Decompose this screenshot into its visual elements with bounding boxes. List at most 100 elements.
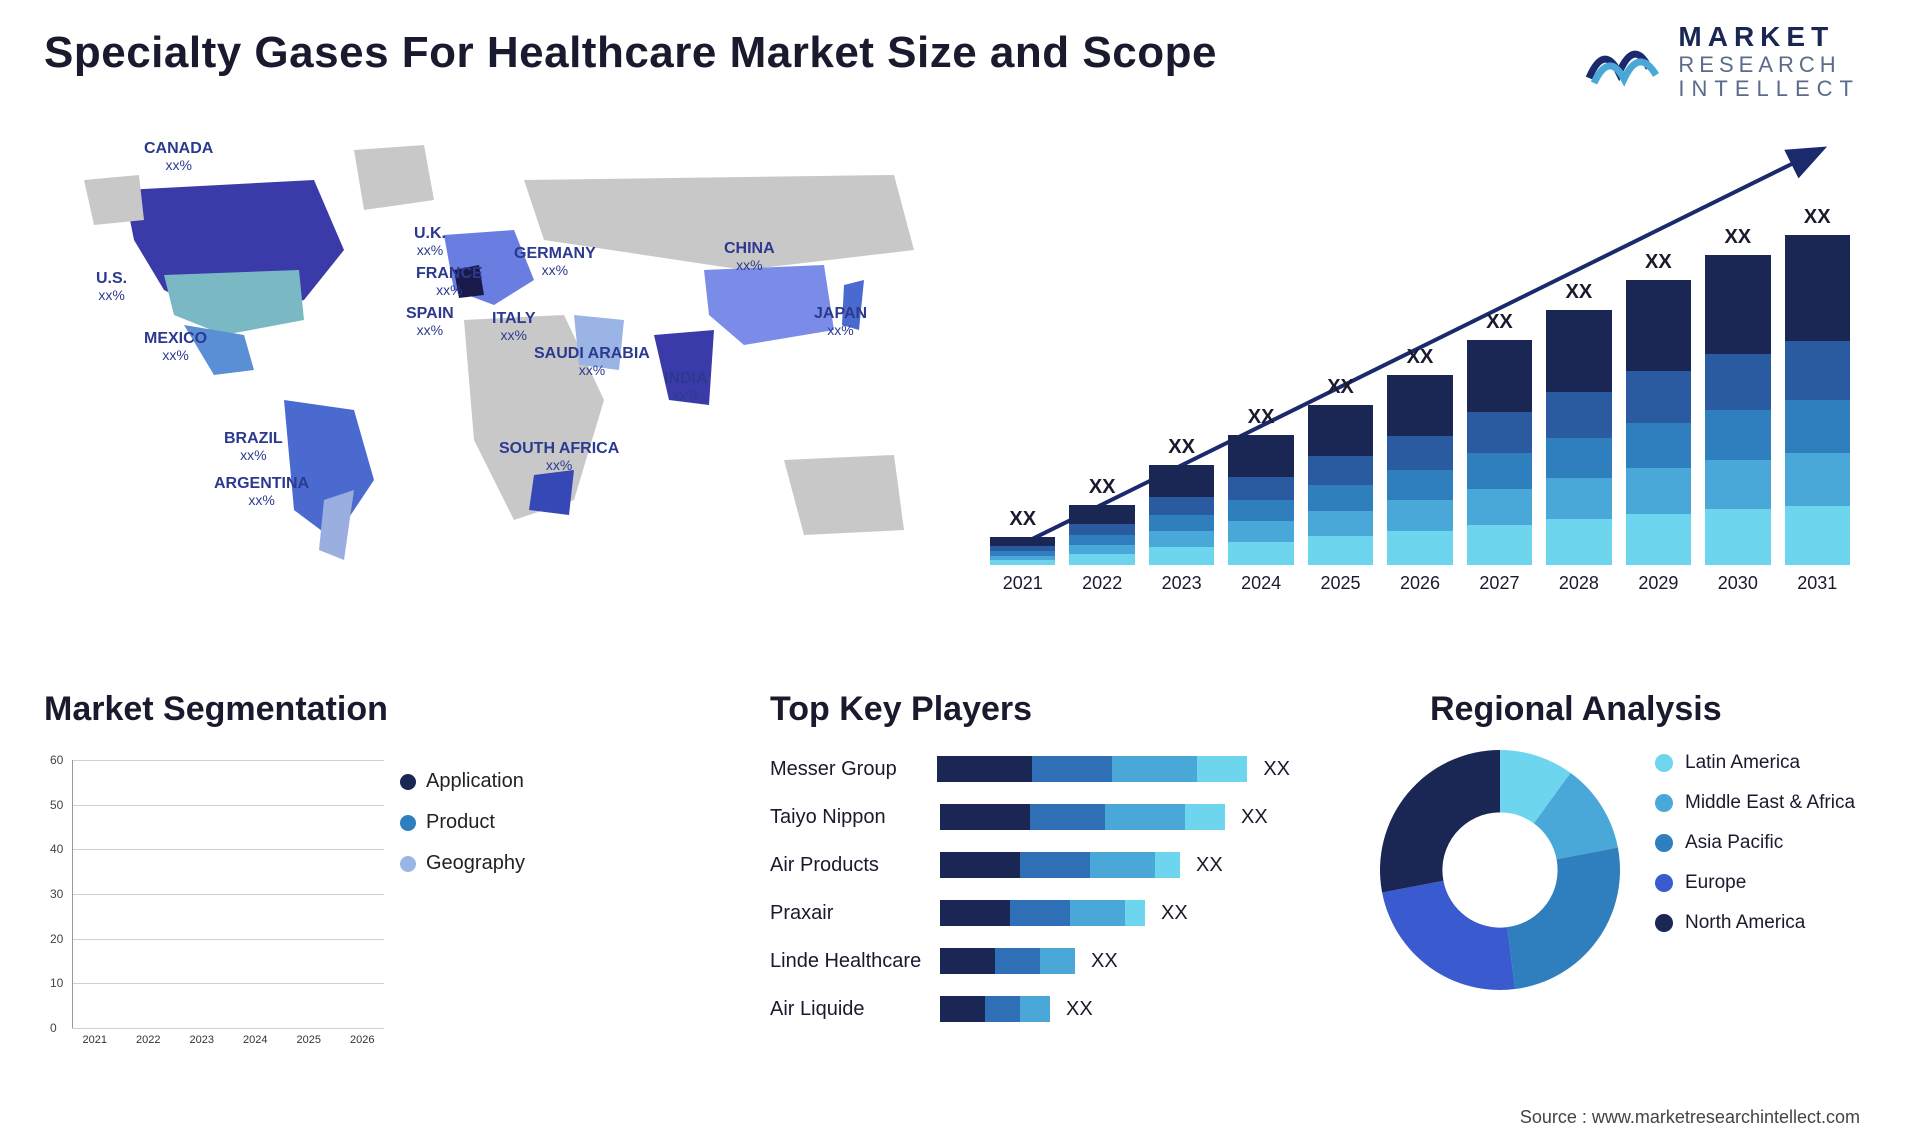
growth-seg (1228, 521, 1293, 542)
legend-dot-icon (1655, 914, 1673, 932)
growth-seg (1069, 535, 1134, 545)
growth-seg (1626, 280, 1691, 371)
map-region-ak (84, 175, 144, 225)
growth-seg (1149, 531, 1214, 547)
player-value: XX (1263, 758, 1290, 781)
player-seg (940, 996, 985, 1022)
player-seg (1090, 852, 1155, 878)
growth-seg (1149, 465, 1214, 497)
growth-bar-label: XX (1645, 251, 1672, 274)
growth-seg (1546, 519, 1611, 565)
map-region-au (784, 455, 904, 535)
map-label-japan: JAPANxx% (814, 305, 867, 338)
growth-seg (990, 537, 1055, 546)
page-title: Specialty Gases For Healthcare Market Si… (44, 28, 1217, 78)
growth-bar-label: XX (1168, 436, 1195, 459)
regional-legend-item: Asia Pacific (1655, 832, 1855, 854)
segmentation-header: Market Segmentation (44, 690, 388, 729)
player-name: Air Liquide (770, 998, 940, 1021)
growth-bar-2031: XX2031 (1785, 206, 1850, 594)
growth-seg (1149, 515, 1214, 531)
player-seg (1155, 852, 1180, 878)
growth-seg (1228, 500, 1293, 521)
growth-year-label: 2025 (1321, 573, 1361, 594)
growth-year-label: 2026 (1400, 573, 1440, 594)
logo-text-1: MARKET (1678, 22, 1860, 53)
player-row: Taiyo NipponXX (770, 800, 1290, 834)
map-label-france: FRANCExx% (416, 265, 483, 298)
map-region-arg (319, 490, 354, 560)
regional-legend-item: Middle East & Africa (1655, 792, 1855, 814)
player-seg (985, 996, 1020, 1022)
map-label-italy: ITALYxx% (492, 310, 536, 343)
growth-bar-2025: XX 2025 (1308, 376, 1373, 594)
player-seg (1020, 996, 1050, 1022)
legend-label: Europe (1685, 872, 1746, 894)
growth-year-label: 2028 (1559, 573, 1599, 594)
growth-seg (1308, 456, 1373, 485)
legend-dot-icon (1655, 834, 1673, 852)
seg-ytick: 50 (50, 798, 63, 812)
player-value: XX (1161, 902, 1188, 925)
map-label-india: INDIAxx% (664, 370, 708, 403)
seg-legend-item: Geography (400, 852, 525, 875)
growth-seg (990, 560, 1055, 565)
growth-bar-label: XX (1486, 311, 1513, 334)
seg-ytick: 10 (50, 976, 63, 990)
player-seg (940, 804, 1030, 830)
player-bar (937, 756, 1247, 782)
growth-seg (1228, 435, 1293, 477)
growth-seg (1705, 460, 1770, 510)
players-header: Top Key Players (770, 690, 1032, 729)
legend-label: Product (426, 811, 495, 834)
growth-year-label: 2021 (1003, 573, 1043, 594)
growth-year-label: 2022 (1082, 573, 1122, 594)
growth-seg (1785, 506, 1850, 565)
growth-bar-label: XX (1327, 376, 1354, 399)
growth-seg (1387, 500, 1452, 530)
player-seg (1030, 804, 1105, 830)
player-seg (1197, 756, 1247, 782)
growth-bar-2021: XX 2021 (990, 508, 1055, 594)
brand-logo: MARKET RESEARCH INTELLECT (1584, 22, 1860, 101)
player-bar (940, 996, 1050, 1022)
growth-year-label: 2023 (1162, 573, 1202, 594)
player-seg (1185, 804, 1225, 830)
donut-slice (1382, 881, 1515, 990)
world-map-svg (44, 120, 944, 650)
player-seg (937, 756, 1032, 782)
growth-bar-label: XX (1009, 508, 1036, 531)
player-seg (1112, 756, 1197, 782)
player-row: Air LiquideXX (770, 992, 1290, 1026)
growth-seg (1228, 477, 1293, 500)
map-label-saudiarabia: SAUDI ARABIAxx% (534, 345, 650, 378)
player-value: XX (1196, 854, 1223, 877)
regional-legend-item: North America (1655, 912, 1855, 934)
map-label-canada: CANADAxx% (144, 140, 213, 173)
growth-seg (1069, 505, 1134, 524)
player-bar (940, 804, 1225, 830)
regional-header: Regional Analysis (1430, 690, 1722, 729)
growth-year-label: 2031 (1797, 573, 1837, 594)
growth-year-label: 2030 (1718, 573, 1758, 594)
growth-bar-2022: XX2022 (1069, 476, 1134, 594)
logo-text-3: INTELLECT (1678, 77, 1860, 101)
player-seg (1040, 948, 1075, 974)
donut-slice (1507, 848, 1620, 990)
seg-ytick: 30 (50, 887, 63, 901)
map-region-saf (529, 470, 574, 515)
growth-seg (1069, 554, 1134, 565)
player-row: Messer GroupXX (770, 752, 1290, 786)
legend-dot-icon (400, 815, 416, 831)
growth-seg (1069, 545, 1134, 555)
growth-seg (1308, 405, 1373, 456)
player-row: PraxairXX (770, 896, 1290, 930)
growth-seg (1785, 235, 1850, 341)
player-value: XX (1091, 950, 1118, 973)
growth-bar-2027: XX2027 (1467, 311, 1532, 594)
growth-seg (1546, 310, 1611, 392)
player-row: Linde HealthcareXX (770, 944, 1290, 978)
growth-seg (1626, 423, 1691, 469)
logo-text-2: RESEARCH (1678, 53, 1860, 77)
player-name: Taiyo Nippon (770, 806, 940, 829)
